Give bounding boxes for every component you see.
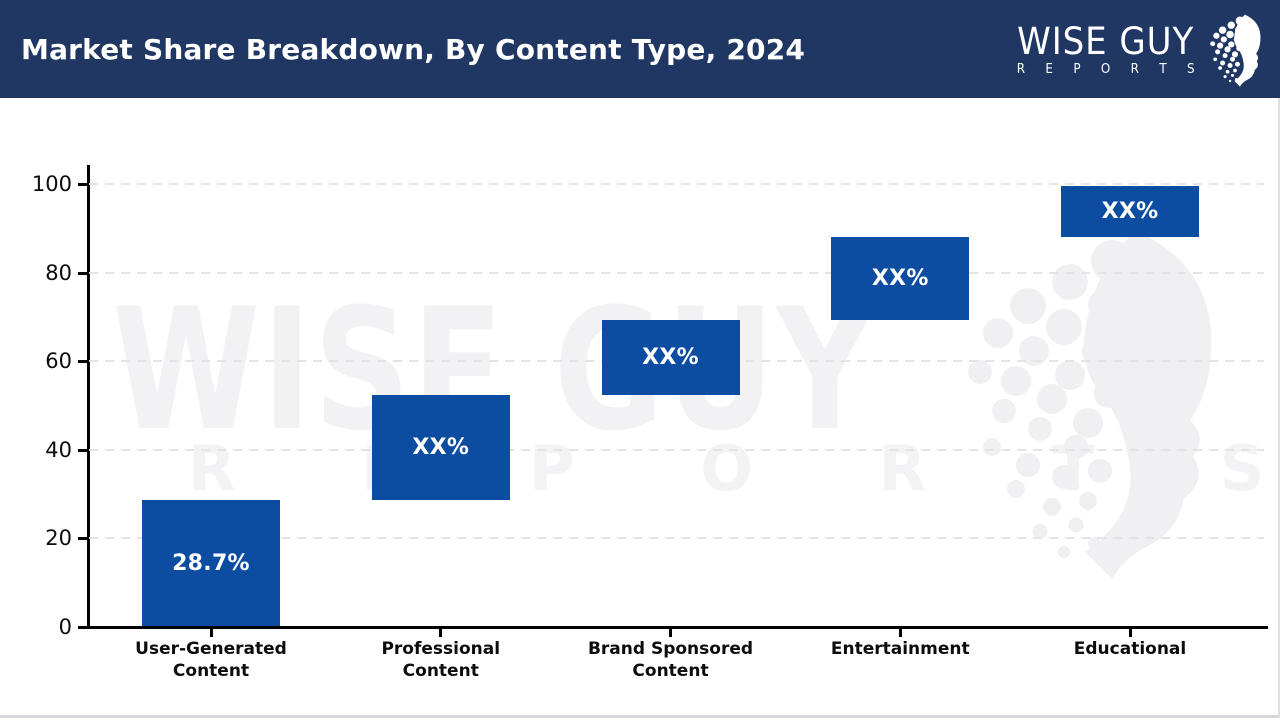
- category-label: Educational: [1073, 639, 1187, 659]
- category-label: User-Generated Content: [135, 639, 287, 681]
- y-axis-tick: [78, 271, 87, 275]
- category-label: Entertainment: [830, 639, 970, 659]
- y-axis-tick-label: 100: [31, 172, 72, 197]
- logo-subtitle: R E P O R T S: [1016, 62, 1203, 77]
- bottom-edge-line: [0, 715, 1280, 718]
- y-axis-tick: [78, 360, 87, 364]
- bar-value-label: XX%: [642, 345, 699, 371]
- bar-segment: XX%: [831, 236, 970, 321]
- y-gridline: [89, 537, 1264, 540]
- bar-segment: XX%: [371, 394, 510, 500]
- right-edge-line: [1278, 98, 1280, 717]
- logo-face-icon: [1204, 10, 1266, 90]
- y-axis-tick: [78, 625, 87, 629]
- y-gridline: [89, 271, 1264, 274]
- y-axis-tick-label: 80: [45, 260, 72, 285]
- bar-value-label: XX%: [871, 266, 929, 292]
- y-gridline: [89, 448, 1264, 451]
- y-axis-tick: [78, 537, 87, 541]
- wise-guy-reports-logo: WISE GUY R E P O R T S: [1009, 8, 1266, 92]
- y-axis-tick-label: 0: [58, 614, 72, 639]
- y-gridline: [89, 183, 1264, 186]
- bar-segment: 28.7%: [142, 499, 280, 627]
- logo-wordmark: WISE GUY: [1016, 20, 1194, 63]
- y-axis-line: [87, 165, 90, 629]
- bar-value-label: 28.7%: [172, 550, 250, 576]
- y-axis-tick: [78, 183, 87, 187]
- y-axis-tick: [78, 448, 87, 452]
- x-axis-tick: [1128, 629, 1132, 637]
- header-band: Market Share Breakdown, By Content Type,…: [0, 0, 1280, 98]
- x-axis-tick: [209, 629, 213, 637]
- x-axis-tick: [439, 629, 443, 637]
- bar-value-label: XX%: [1101, 199, 1159, 225]
- chart-plot-area: 0 20 40 60 80 100 28.7% User-Generated Content X…: [0, 98, 1280, 720]
- x-axis-tick: [898, 629, 902, 637]
- bar-segment: XX%: [601, 320, 740, 395]
- y-axis-tick-label: 60: [45, 349, 72, 374]
- chart-title: Market Share Breakdown, By Content Type,…: [21, 32, 806, 66]
- bar-segment: XX%: [1061, 186, 1199, 237]
- logo-text: WISE GUY R E P O R T S: [1016, 23, 1194, 77]
- y-axis-tick-label: 20: [45, 526, 72, 551]
- x-axis-line: [87, 626, 1268, 629]
- bar-value-label: XX%: [412, 434, 470, 460]
- y-axis-tick-label: 40: [45, 437, 72, 462]
- category-label: Professional Content: [381, 639, 501, 681]
- category-label: Brand Sponsored Content: [587, 639, 754, 681]
- x-axis-tick: [669, 629, 672, 637]
